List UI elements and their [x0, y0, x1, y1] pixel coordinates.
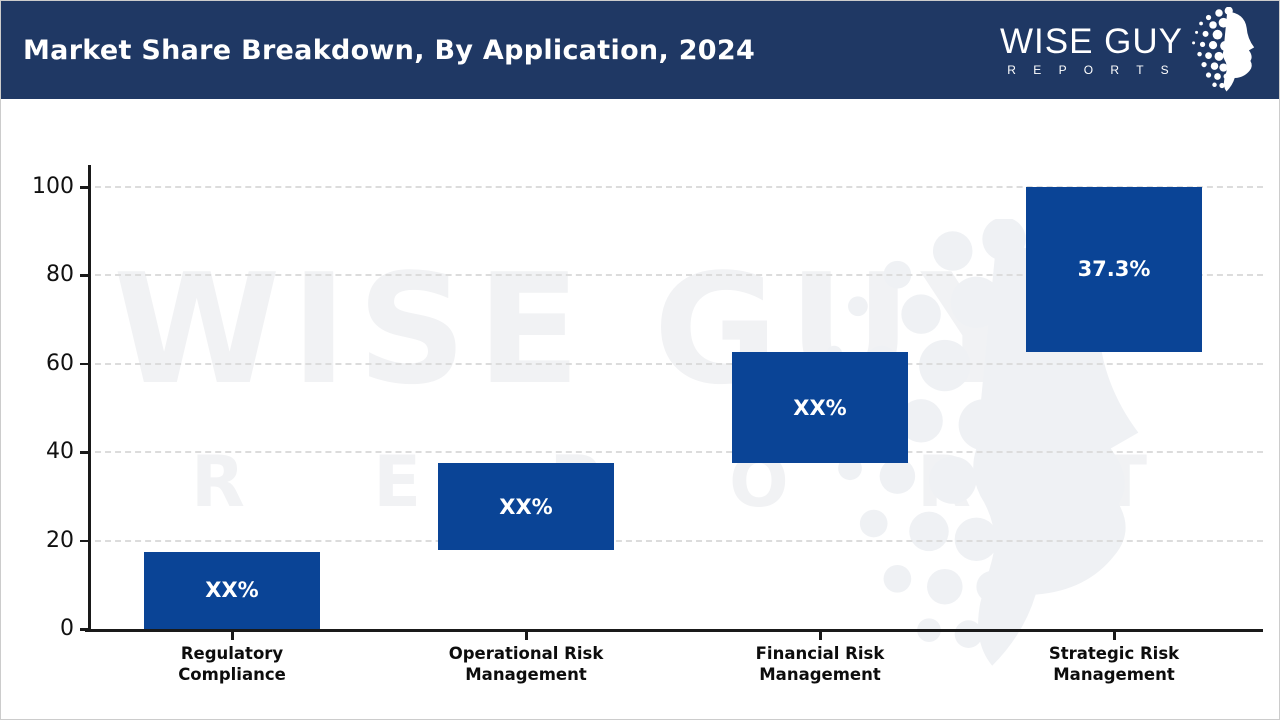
y-tick-label-20: 20: [46, 527, 74, 553]
bar-4: 37.3%: [1026, 187, 1202, 352]
bar-value-label-1: XX%: [205, 578, 259, 603]
bar-value-label-2: XX%: [499, 494, 553, 519]
category-label-3: Financial Risk Management: [675, 643, 965, 685]
x-tick-4: [1113, 632, 1116, 640]
y-axis-line: [88, 165, 91, 632]
gridline-60: [85, 362, 1263, 365]
category-label-4: Strategic Risk Management: [969, 643, 1259, 685]
bar-value-label-4: 37.3%: [1077, 257, 1151, 282]
gridline-100: [85, 186, 1263, 188]
logo-subtext: R E P O R T S: [1007, 62, 1176, 77]
header-bar: Market Share Breakdown, By Application, …: [1, 1, 1279, 99]
brand-logo-text: WISE GUY R E P O R T S: [1000, 24, 1183, 77]
gridline-20: [85, 539, 1263, 542]
x-tick-3: [819, 632, 822, 640]
page-title: Market Share Breakdown, By Application, …: [23, 34, 756, 66]
gridline-80: [85, 274, 1263, 277]
y-tick-label-40: 40: [46, 439, 74, 465]
y-tick-40: [80, 451, 89, 454]
bar-1: XX%: [144, 551, 320, 629]
brand-logo: WISE GUY R E P O R T S: [1000, 7, 1265, 93]
category-label-1: Regulatory Compliance: [87, 643, 377, 685]
category-label-2: Operational Risk Management: [381, 643, 671, 685]
y-tick-60: [80, 362, 89, 366]
y-tick-label-0: 0: [60, 616, 74, 641]
logo-wordmark: WISE GUY: [999, 21, 1183, 61]
y-tick-100: [80, 186, 89, 189]
bar-value-label-3: XX%: [793, 395, 847, 420]
category-label-line: Strategic Risk: [1048, 644, 1180, 663]
bar-2: XX%: [438, 463, 614, 551]
category-label-line: Management: [759, 665, 881, 685]
category-label-line: Compliance: [178, 665, 286, 685]
category-label-line: Management: [465, 665, 587, 685]
category-label-line: Regulatory: [180, 644, 284, 663]
bar-3: XX%: [732, 351, 908, 464]
x-tick-2: [525, 632, 528, 640]
category-label-line: Operational Risk: [448, 644, 604, 663]
y-tick-0: [80, 628, 89, 631]
category-label-line: Financial Risk: [755, 644, 885, 663]
y-tick-label-60: 60: [46, 350, 74, 376]
y-tick-label-80: 80: [46, 262, 74, 288]
y-tick-20: [80, 539, 89, 543]
gridline-40: [85, 451, 1263, 454]
y-tick-80: [80, 274, 89, 277]
y-tick-label-100: 100: [32, 174, 74, 199]
logo-face-icon: [1192, 7, 1255, 92]
x-axis-line: [85, 629, 1263, 632]
category-label-line: Management: [1053, 665, 1175, 685]
x-tick-1: [231, 632, 234, 640]
